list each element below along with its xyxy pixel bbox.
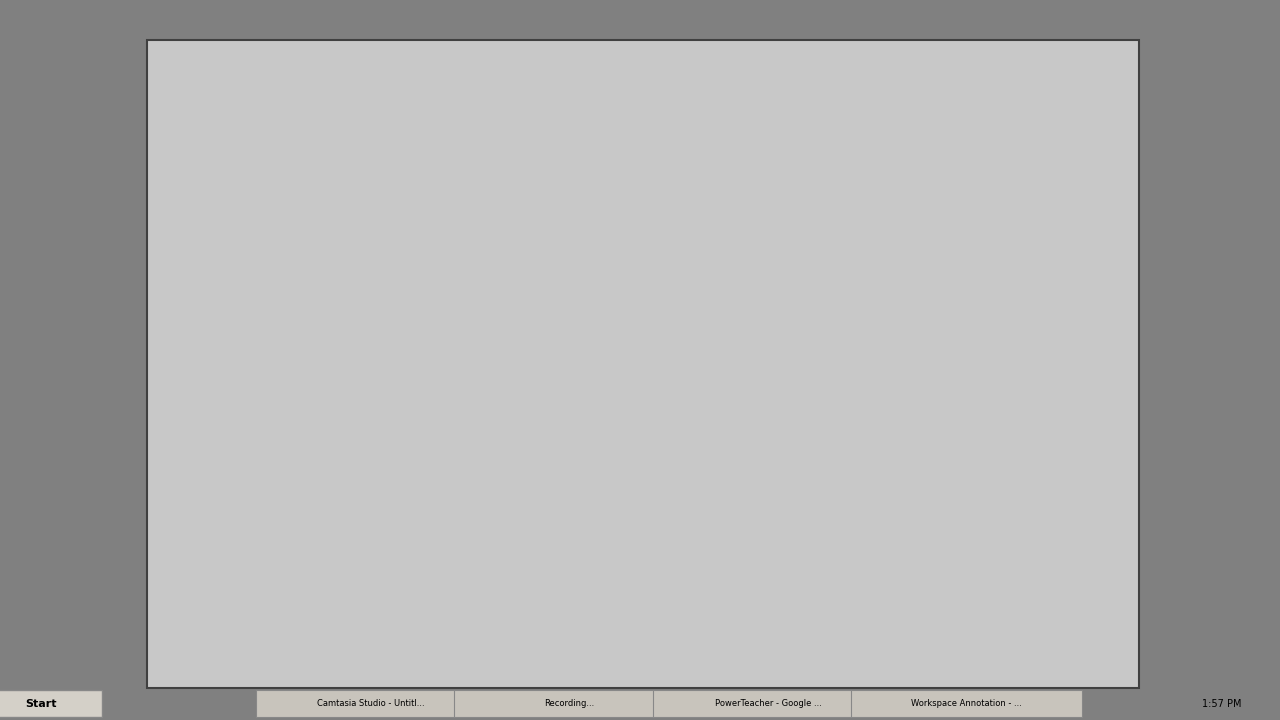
Text: $0 > -2(0) + 4$: $0 > -2(0) + 4$ [189, 400, 316, 420]
Text: $0 \leq 0 - 2$: $0 \leq 0 - 2$ [547, 402, 626, 420]
Text: $m = \dfrac{1}{1}$: $m = \dfrac{1}{1}$ [585, 250, 639, 286]
Text: Camtasia Studio - Untitl...: Camtasia Studio - Untitl... [317, 699, 425, 708]
FancyBboxPatch shape [256, 690, 486, 717]
Text: Recording...: Recording... [544, 699, 595, 708]
Text: $0 > 4$: $0 > 4$ [218, 438, 268, 456]
FancyBboxPatch shape [584, 673, 613, 684]
Text: $False$: $False$ [576, 474, 627, 493]
Text: $0 \leq -2$: $0 \leq -2$ [566, 438, 639, 456]
Text: PowerTeacher - Google ...: PowerTeacher - Google ... [714, 699, 822, 708]
Text: 1/4: 1/4 [1011, 674, 1029, 683]
Text: Try   (0,0): Try (0,0) [557, 362, 643, 380]
Text: $y \leq x - 2$: $y \leq x - 2$ [315, 193, 387, 214]
Text: 1:57 PM: 1:57 PM [1202, 699, 1242, 708]
Text: $y = x - 2$: $y = x - 2$ [566, 220, 650, 243]
FancyBboxPatch shape [653, 690, 883, 717]
Text: Section 3-3    Solving Systems of Inequalities by Graphing: Section 3-3 Solving Systems of Inequalit… [210, 102, 979, 126]
Text: $y = -2x + 4$: $y = -2x + 4$ [209, 220, 329, 243]
Text: try   (0,0): try (0,0) [198, 362, 283, 380]
Text: Workspace Annotation - Section 3-3 Solving Systems of Inequalities by Graphing.G: Workspace Annotation - Section 3-3 Solvi… [392, 49, 895, 58]
Text: $False$: $False$ [228, 474, 279, 493]
FancyBboxPatch shape [454, 690, 685, 717]
Text: Start: Start [26, 699, 56, 708]
FancyBboxPatch shape [0, 690, 102, 717]
Text: Solve each system of inequalities by graphing.: Solve each system of inequalities by gra… [285, 145, 709, 161]
Text: Workspace Annotation - ...: Workspace Annotation - ... [911, 699, 1021, 708]
FancyBboxPatch shape [851, 690, 1082, 717]
Text: $b = (0, -2)$: $b = (0, -2)$ [585, 311, 687, 331]
Text: $m = \dfrac{-2}{1}$: $m = \dfrac{-2}{1}$ [228, 250, 296, 286]
Text: $y > -2x + 4$: $y > -2x + 4$ [315, 171, 419, 192]
Text: $b = (0, 4)$: $b = (0, 4)$ [228, 311, 307, 331]
